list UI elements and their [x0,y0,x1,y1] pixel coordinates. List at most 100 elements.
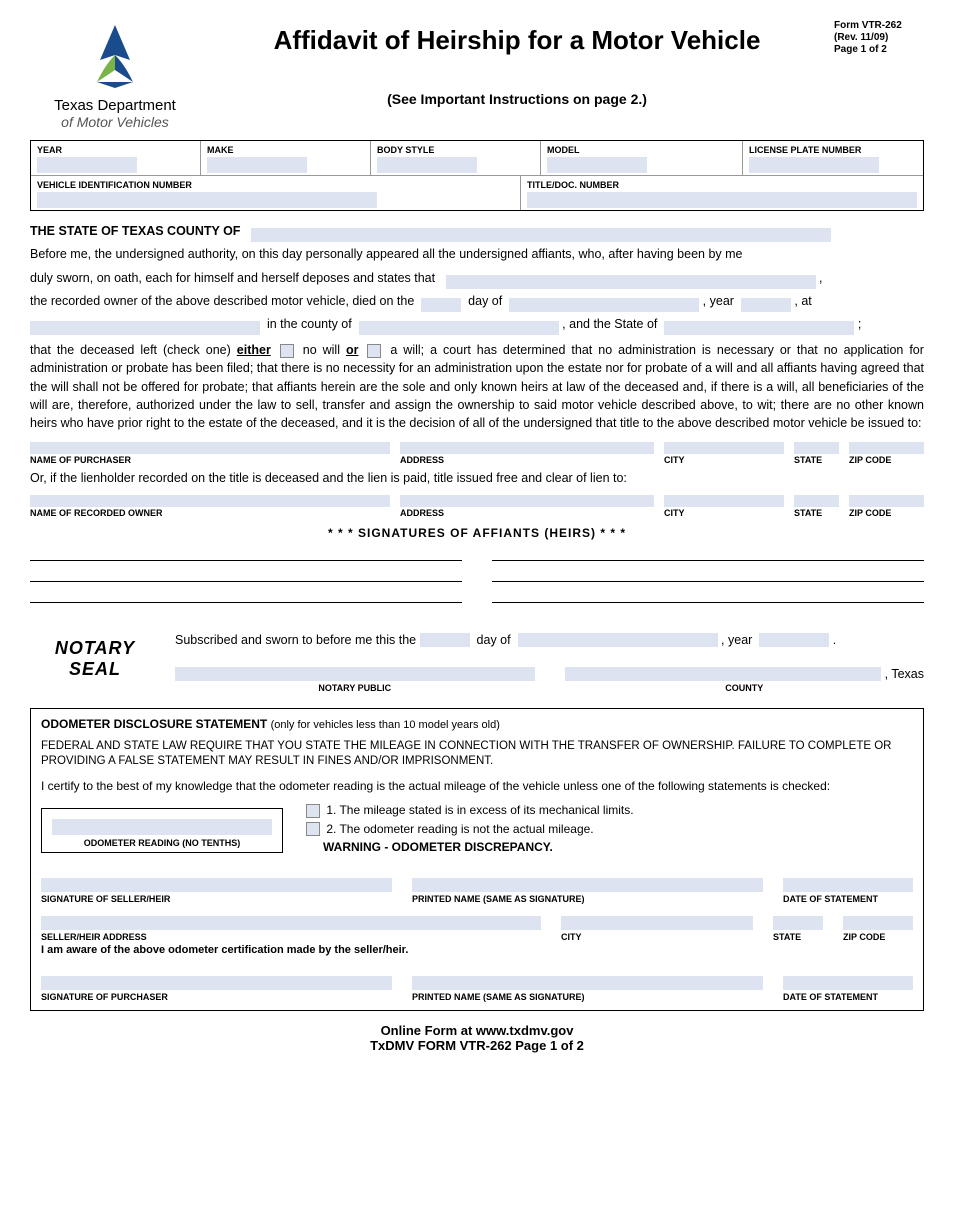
sig-line-5[interactable] [30,602,462,603]
seller-addr-label: SELLER/HEIR ADDRESS [41,932,541,942]
purchaser-fields: NAME OF PURCHASER ADDRESS CITY STATE ZIP… [30,440,924,465]
purchaser-zip-label: ZIP CODE [849,455,924,465]
make-label: MAKE [207,145,364,155]
notary-texas: , Texas [885,667,924,681]
body-label: BODY STYLE [377,145,534,155]
seller-zip-input[interactable] [843,916,913,930]
aff-p3c: , year [703,294,734,308]
notary-day-input[interactable] [420,633,470,647]
seller-sig-input[interactable] [41,878,392,892]
plate-label: LICENSE PLATE NUMBER [749,145,917,155]
aware-text: I am aware of the above odometer certifi… [41,944,913,956]
aff-p4b: , and the State of [562,317,657,331]
purchaser-city-input[interactable] [664,442,784,454]
seller-date-input[interactable] [783,878,913,892]
make-input[interactable] [207,157,307,173]
purchaser-addr-input[interactable] [400,442,654,454]
recowner-name-label: NAME OF RECORDED OWNER [30,508,390,518]
recowner-zip-input[interactable] [849,495,924,507]
died-month-input[interactable] [509,298,699,312]
vin-input[interactable] [37,192,377,208]
purchaser-name-label: NAME OF PURCHASER [30,455,390,465]
notary-year-input[interactable] [759,633,829,647]
odo-reading-box: ODOMETER READING (NO TENTHS) [41,808,283,853]
vin-label: VEHICLE IDENTIFICATION NUMBER [37,180,514,190]
or-label: or [346,343,359,357]
notary-month-input[interactable] [518,633,718,647]
purchaser-date-input[interactable] [783,976,913,990]
form-rev: (Rev. 11/09) [834,32,924,44]
aff-p4a: in the county of [267,317,352,331]
odo-cert: I certify to the best of my knowledge th… [41,779,913,793]
purchaser-zip-input[interactable] [849,442,924,454]
model-label: MODEL [547,145,736,155]
seller-date-label: DATE OF STATEMENT [783,894,913,904]
sig-line-6[interactable] [492,602,924,603]
died-county-input[interactable] [359,321,559,335]
sig-line-3[interactable] [30,581,462,582]
odo-opt2-checkbox[interactable] [306,822,320,836]
vehicle-box: YEAR MAKE BODY STYLE MODEL LICENSE PLATE… [30,140,924,211]
seller-state-input[interactable] [773,916,823,930]
odo-opt1: 1. The mileage stated is in excess of it… [326,803,633,817]
odo-opt1-checkbox[interactable] [306,804,320,818]
seller-addr-input[interactable] [41,916,541,930]
purchaser-printed-input[interactable] [412,976,763,990]
county-input[interactable] [251,228,831,242]
model-input[interactable] [547,157,647,173]
odo-warn: FEDERAL AND STATE LAW REQUIRE THAT YOU S… [41,739,913,769]
affidavit-body: THE STATE OF TEXAS COUNTY OF Before me, … [30,221,924,432]
purchaser-addr-label: ADDRESS [400,455,654,465]
died-year-input[interactable] [741,298,791,312]
awill-label: a will; [390,343,424,357]
affiant-name-input[interactable] [446,275,816,289]
seller-sig-label: SIGNATURE OF SELLER/HEIR [41,894,392,904]
header: Texas Department of Motor Vehicles Affid… [30,20,924,130]
purchaser-state-input[interactable] [794,442,839,454]
notary-seal-1: NOTARY [35,638,155,660]
year-label: YEAR [37,145,194,155]
died-day-input[interactable] [421,298,461,312]
plate-input[interactable] [749,157,879,173]
recowner-addr-input[interactable] [400,495,654,507]
aff-p1: Before me, the undersigned authority, on… [30,244,924,265]
notary-seal: NOTARY SEAL [30,633,160,686]
purchaser-sig-input[interactable] [41,976,392,990]
seller-city-label: CITY [561,932,753,942]
dept-line2: of Motor Vehicles [30,114,200,130]
footer-url[interactable]: www.txdmv.gov [476,1023,574,1038]
awill-checkbox[interactable] [367,344,381,358]
txdmv-logo-icon [75,20,155,90]
recowner-state-label: STATE [794,508,839,518]
recowner-state-input[interactable] [794,495,839,507]
seller-printed-input[interactable] [412,878,763,892]
notary-year-label: , year [721,633,752,647]
nowill-checkbox[interactable] [280,344,294,358]
notary-dayof: day of [477,633,511,647]
footer-formline: TxDMV FORM VTR-262 Page 1 of 2 [370,1038,584,1053]
notary-public-label: NOTARY PUBLIC [175,683,535,693]
aff-p3d: , at [794,294,811,308]
died-state-input[interactable] [664,321,854,335]
purchaser-name-input[interactable] [30,442,390,454]
form-number: Form VTR-262 [834,20,924,32]
sig-line-1[interactable] [30,560,462,561]
recowner-name-input[interactable] [30,495,390,507]
sig-line-4[interactable] [492,581,924,582]
lien-note: Or, if the lienholder recorded on the ti… [30,471,924,485]
odo-reading-input[interactable] [52,819,272,835]
notary-county-input[interactable] [565,667,881,681]
odo-note: (only for vehicles less than 10 model ye… [271,719,500,731]
aff-p5a: that the deceased left (check one) [30,343,231,357]
titledoc-input[interactable] [527,192,917,208]
sig-line-2[interactable] [492,560,924,561]
seller-city-input[interactable] [561,916,753,930]
died-place-input[interactable] [30,321,260,335]
recowner-city-input[interactable] [664,495,784,507]
notary-public-input[interactable] [175,667,535,681]
odometer-box: ODOMETER DISCLOSURE STATEMENT (only for … [30,708,924,1012]
year-input[interactable] [37,157,137,173]
odo-discrepancy: WARNING - ODOMETER DISCREPANCY. [323,840,913,854]
body-input[interactable] [377,157,477,173]
seller-printed-label: PRINTED NAME (SAME AS SIGNATURE) [412,894,763,904]
